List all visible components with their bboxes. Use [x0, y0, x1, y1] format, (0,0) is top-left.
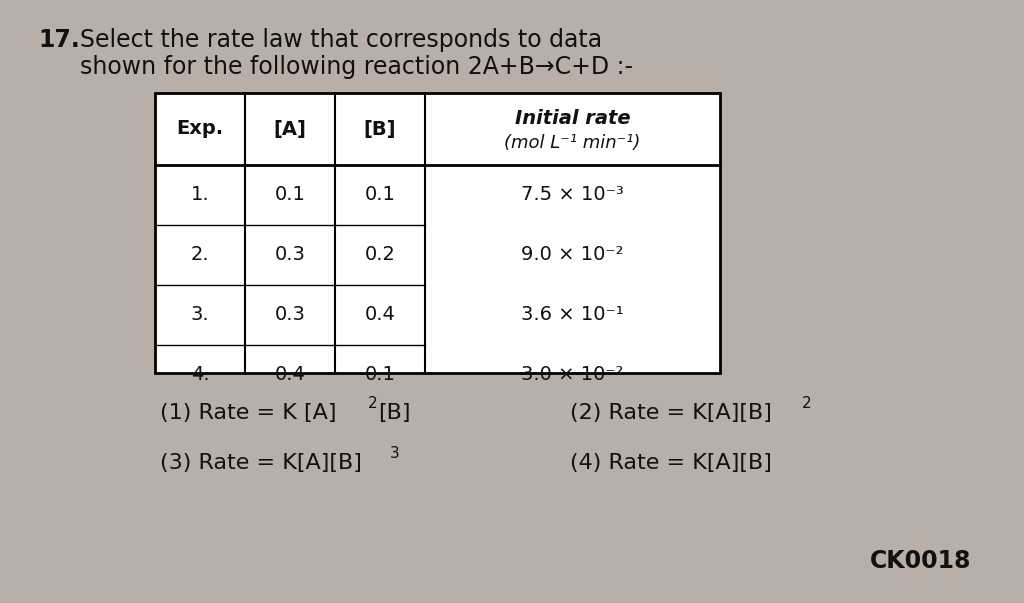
- Text: (mol L⁻¹ min⁻¹): (mol L⁻¹ min⁻¹): [504, 134, 641, 152]
- Text: 9.0 × 10⁻²: 9.0 × 10⁻²: [521, 245, 624, 265]
- Text: shown for the following reaction 2A+B→C+D :-: shown for the following reaction 2A+B→C+…: [80, 55, 633, 79]
- Text: 0.1: 0.1: [365, 365, 395, 385]
- Text: 2.: 2.: [190, 245, 209, 265]
- Text: 3.0 × 10⁻²: 3.0 × 10⁻²: [521, 365, 624, 385]
- Bar: [155, 93, 720, 373]
- Text: Exp.: Exp.: [176, 119, 223, 139]
- Text: (3) Rate = K[A][B]: (3) Rate = K[A][B]: [160, 453, 361, 473]
- Text: CK0018: CK0018: [870, 549, 972, 573]
- Text: 2: 2: [368, 397, 378, 411]
- Text: (1) Rate = K [A]: (1) Rate = K [A]: [160, 403, 337, 423]
- Text: 7.5 × 10⁻³: 7.5 × 10⁻³: [521, 186, 624, 204]
- Text: 3.: 3.: [190, 306, 209, 324]
- Text: 0.2: 0.2: [365, 245, 395, 265]
- Text: 0.3: 0.3: [274, 306, 305, 324]
- Text: (4) Rate = K[A][B]: (4) Rate = K[A][B]: [570, 453, 772, 473]
- Text: 0.4: 0.4: [365, 306, 395, 324]
- Text: 4.: 4.: [190, 365, 209, 385]
- Text: 0.1: 0.1: [365, 186, 395, 204]
- Text: 0.1: 0.1: [274, 186, 305, 204]
- Text: 0.3: 0.3: [274, 245, 305, 265]
- Text: 3: 3: [390, 446, 399, 461]
- Text: 3.6 × 10⁻¹: 3.6 × 10⁻¹: [521, 306, 624, 324]
- Text: [A]: [A]: [273, 119, 306, 139]
- Text: Initial rate: Initial rate: [515, 110, 631, 128]
- Text: 1.: 1.: [190, 186, 209, 204]
- Bar: [155, 93, 720, 373]
- Text: 0.4: 0.4: [274, 365, 305, 385]
- Text: [B]: [B]: [364, 119, 396, 139]
- Text: 17.: 17.: [38, 28, 80, 52]
- Text: (2) Rate = K[A][B]: (2) Rate = K[A][B]: [570, 403, 772, 423]
- Text: [B]: [B]: [378, 403, 411, 423]
- Text: Select the rate law that corresponds to data: Select the rate law that corresponds to …: [80, 28, 602, 52]
- Text: 2: 2: [802, 397, 812, 411]
